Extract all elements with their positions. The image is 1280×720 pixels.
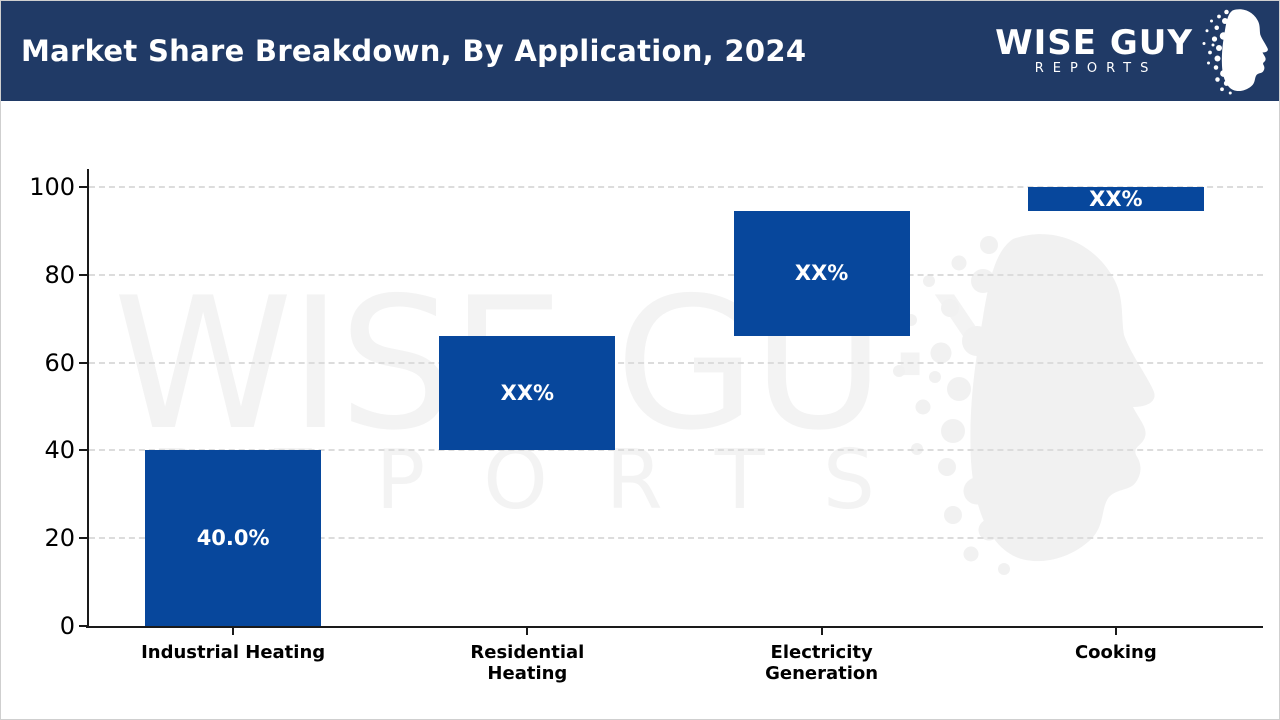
bar-value-label-industrial-heating: 40.0% — [196, 525, 270, 550]
y-tick-label-60: 60 — [44, 348, 75, 377]
brand-face-icon — [1195, 6, 1273, 96]
bar-industrial-heating: 40.0% — [145, 450, 322, 626]
x-category-label-cooking: Cooking — [1074, 642, 1157, 663]
x-category-label-industrial-heating: Industrial Heating — [141, 642, 326, 663]
y-tick-60 — [79, 361, 87, 364]
page-title: Market Share Breakdown, By Application, … — [21, 34, 807, 68]
brand-subname: REPORTS — [1034, 61, 1158, 76]
gridline-y60 — [89, 361, 1263, 364]
brand-logo-text: WISE GUY REPORTS — [995, 25, 1193, 77]
y-tick-100 — [79, 186, 87, 188]
brand-name: WISE GUY — [995, 23, 1193, 63]
gridline-y80 — [89, 273, 1263, 276]
bar-value-label-residential-heating: XX% — [500, 380, 555, 405]
x-tick-cooking — [1114, 628, 1117, 635]
gridline-y20 — [89, 537, 1263, 540]
gridline-y100 — [89, 186, 1263, 188]
x-tick-industrial-heating — [232, 628, 235, 635]
y-axis-line — [87, 169, 89, 628]
x-category-label-residential-heating: Residential Heating — [470, 642, 585, 684]
y-tick-label-0: 0 — [59, 612, 75, 640]
y-tick-80 — [79, 273, 87, 276]
y-tick-label-100: 100 — [29, 173, 75, 201]
y-tick-label-80: 80 — [44, 260, 75, 289]
y-tick-label-40: 40 — [44, 436, 75, 465]
bar-value-label-electricity-generation: XX% — [794, 261, 849, 286]
y-tick-40 — [79, 449, 87, 452]
x-tick-residential-heating — [526, 628, 529, 635]
bar-value-label-cooking: XX% — [1089, 186, 1143, 211]
header-bar: Market Share Breakdown, By Application, … — [1, 1, 1279, 101]
y-tick-20 — [79, 537, 87, 540]
x-category-label-electricity-generation: Electricity Generation — [765, 642, 879, 684]
gridline-y40 — [89, 449, 1263, 452]
bar-cooking: XX% — [1027, 186, 1204, 212]
x-tick-electricity-generation — [820, 628, 823, 635]
brand-logo: WISE GUY REPORTS — [995, 5, 1273, 97]
y-tick-0 — [79, 625, 87, 627]
bar-residential-heating: XX% — [439, 336, 616, 451]
y-tick-label-20: 20 — [44, 524, 75, 553]
bar-electricity-generation: XX% — [733, 211, 910, 337]
x-axis-line — [86, 626, 1263, 628]
